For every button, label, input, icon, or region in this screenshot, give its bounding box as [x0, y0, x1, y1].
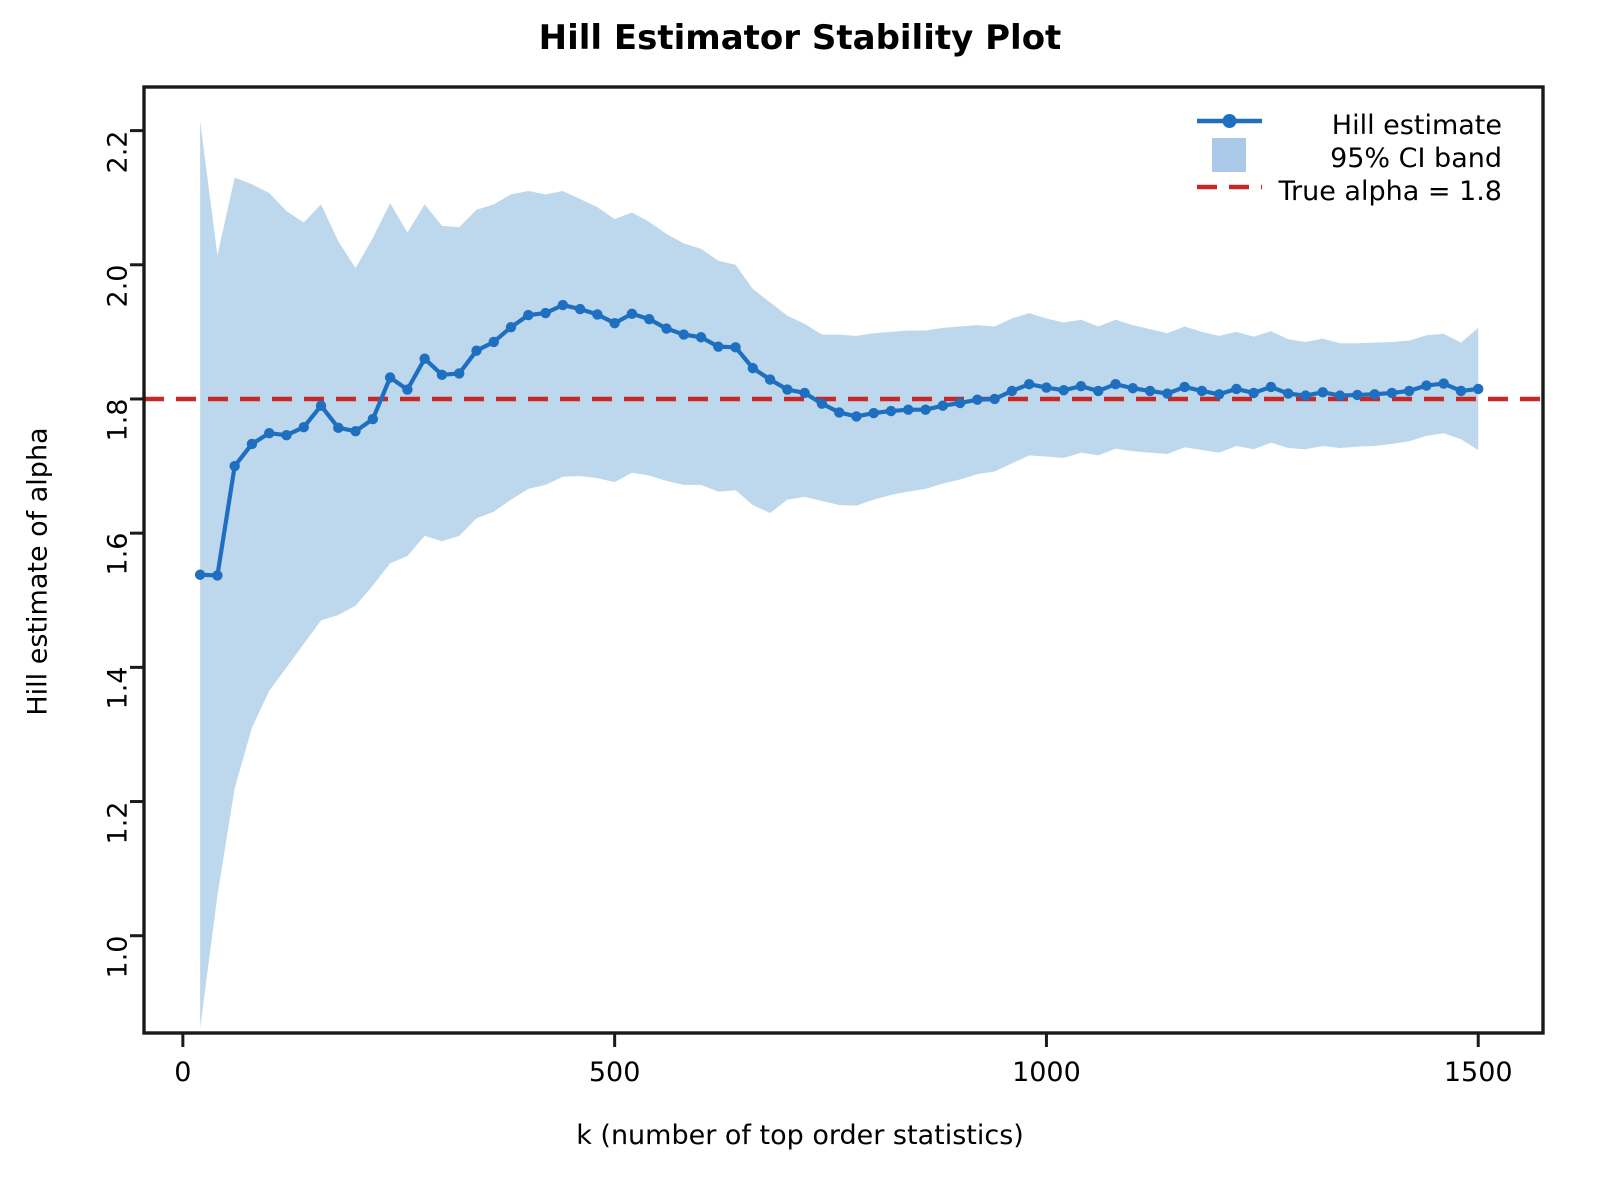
data-point-marker — [1369, 389, 1380, 400]
data-point-marker — [592, 309, 603, 320]
data-point-marker — [574, 303, 586, 315]
data-point-marker — [695, 332, 707, 343]
y-tick-label: 1.8 — [102, 398, 134, 442]
data-point-marker — [1317, 387, 1328, 398]
data-point-marker — [350, 425, 361, 437]
legend-label-3: True alpha = 1.8 — [1278, 176, 1502, 207]
data-point-marker — [937, 400, 949, 411]
data-point-marker — [1248, 387, 1259, 399]
ci-band-area — [200, 121, 1479, 1029]
data-point-marker — [833, 407, 845, 418]
y-tick-label: 2.2 — [102, 130, 134, 174]
data-point-marker — [264, 428, 275, 439]
x-tick-label: 1000 — [1012, 1057, 1081, 1088]
legend-label-2: 95% CI band — [1330, 143, 1502, 174]
data-point-marker — [1421, 380, 1432, 391]
legend-point-marker-icon — [1222, 114, 1237, 128]
data-point-marker — [1110, 379, 1121, 390]
data-point-marker — [747, 362, 759, 374]
data-point-marker — [229, 460, 240, 472]
x-tick-label: 0 — [174, 1057, 192, 1088]
data-point-marker — [315, 400, 327, 411]
x-tick-label: 500 — [588, 1057, 641, 1088]
data-point-marker — [488, 336, 499, 348]
data-point-marker — [1213, 389, 1225, 400]
y-axis-label: Hill estimate of alpha — [22, 427, 54, 716]
data-point-marker — [885, 405, 897, 417]
data-point-marker — [609, 317, 620, 329]
data-point-marker — [471, 345, 482, 356]
data-point-marker — [954, 397, 966, 409]
data-point-marker — [1058, 385, 1069, 396]
data-point-marker — [419, 353, 430, 364]
data-point-marker — [1438, 378, 1449, 389]
data-point-marker — [454, 368, 465, 379]
y-tick-label: 1.4 — [102, 666, 134, 710]
data-point-marker — [333, 422, 344, 434]
plot-frame — [142, 85, 1545, 1035]
data-point-marker — [1196, 385, 1208, 397]
data-point-marker — [1283, 388, 1294, 399]
data-point-marker — [1352, 389, 1363, 401]
data-point-marker — [540, 307, 551, 319]
data-point-marker — [730, 342, 741, 353]
data-point-marker — [1041, 382, 1052, 393]
data-point-marker — [1334, 390, 1346, 401]
data-point-marker — [1403, 385, 1415, 397]
data-point-marker — [436, 369, 448, 381]
data-point-marker — [1265, 381, 1277, 393]
data-point-marker — [298, 421, 309, 433]
data-point-marker — [972, 394, 983, 405]
data-point-marker — [764, 374, 776, 385]
legend-filled-square-icon — [1212, 138, 1246, 172]
data-point-marker — [212, 570, 223, 581]
data-point-marker — [1473, 383, 1484, 395]
data-point-marker — [643, 313, 655, 325]
data-point-marker — [384, 372, 396, 383]
data-point-marker — [799, 387, 810, 399]
data-point-marker — [1023, 379, 1035, 390]
y-tick-label: 2.0 — [102, 264, 134, 308]
y-tick-label: 1.6 — [102, 532, 134, 576]
data-point-marker — [782, 384, 793, 395]
data-point-marker — [1127, 383, 1139, 394]
y-tick-label: 1.0 — [102, 935, 134, 979]
data-point-marker — [713, 341, 724, 352]
data-point-marker — [281, 430, 292, 441]
data-point-marker — [1386, 387, 1398, 399]
data-point-marker — [1179, 381, 1190, 393]
y-tick-label: 1.2 — [102, 801, 134, 844]
data-point-marker — [851, 411, 862, 422]
data-point-marker — [1006, 385, 1018, 397]
data-point-marker — [1455, 385, 1467, 397]
data-point-marker — [194, 569, 206, 580]
data-point-marker — [1144, 385, 1156, 397]
page-title: Hill Estimator Stability Plot — [538, 18, 1062, 58]
data-point-marker — [402, 384, 413, 395]
x-axis-label: k (number of top order statistics) — [576, 1120, 1024, 1151]
data-point-marker — [1231, 383, 1242, 395]
data-point-marker — [920, 404, 931, 415]
data-point-marker — [903, 404, 914, 415]
data-point-marker — [523, 309, 534, 321]
data-point-marker — [1075, 381, 1087, 392]
data-point-marker — [1300, 390, 1311, 401]
data-point-marker — [626, 308, 638, 319]
x-tick-label: 1500 — [1443, 1057, 1513, 1088]
data-point-marker — [816, 398, 828, 409]
data-point-marker — [868, 407, 879, 419]
data-point-marker — [246, 438, 258, 450]
data-point-marker — [989, 393, 1000, 405]
legend-label-1: Hill estimate — [1331, 110, 1502, 141]
data-point-marker — [367, 413, 379, 425]
data-point-marker — [557, 299, 569, 311]
data-point-marker — [661, 323, 672, 334]
data-point-marker — [505, 321, 517, 333]
data-point-marker — [1093, 385, 1104, 397]
data-point-marker — [678, 329, 689, 340]
data-point-marker — [1162, 388, 1173, 399]
